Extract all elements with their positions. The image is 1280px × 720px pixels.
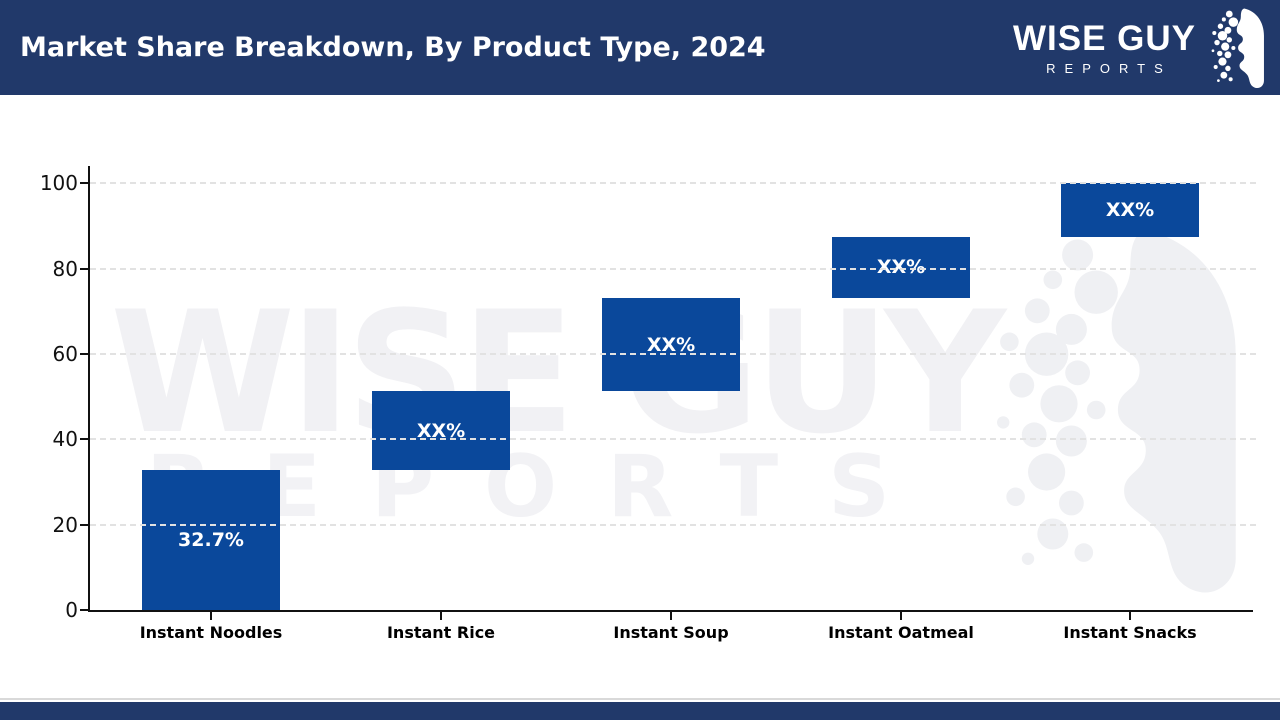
header-bar: Market Share Breakdown, By Product Type,… [0, 0, 1280, 95]
x-axis-tick [210, 612, 212, 620]
logo: WISE GUY REPORTS [1013, 7, 1280, 89]
x-category-label: Instant Noodles [139, 623, 283, 642]
gridline [90, 352, 1256, 355]
y-axis-tick [80, 523, 88, 526]
bar-value-label: XX% [1105, 198, 1155, 221]
x-axis-tick [900, 612, 902, 620]
bar-value-label: 32.7% [178, 529, 244, 552]
y-axis-tick [80, 352, 88, 355]
x-category-label: Instant Snacks [1063, 623, 1197, 642]
gridline [90, 182, 1256, 185]
x-category-label: Instant Soup [613, 623, 729, 642]
chart-area: WISE GUY REPORTS 0 20 40 60 80 100 32.7% Instan… [0, 95, 1280, 702]
bar: 32.7% [142, 470, 280, 610]
y-axis-tick [80, 609, 88, 611]
x-category-label: Instant Rice [386, 623, 496, 642]
y-tick-label: 60 [52, 341, 78, 366]
y-axis-tick [80, 438, 88, 441]
y-axis-line [88, 166, 90, 612]
bar: XX% [372, 391, 510, 471]
bar: XX% [832, 236, 970, 299]
chart-title: Market Share Breakdown, By Product Type,… [20, 32, 766, 63]
footer-separator [0, 698, 1280, 700]
x-axis-tick [440, 612, 442, 620]
logo-face-icon [1211, 8, 1264, 88]
y-tick-label: 80 [52, 256, 78, 281]
bar-value-label: XX% [416, 419, 466, 442]
gridline [90, 438, 1256, 441]
bar-value-label: XX% [646, 333, 696, 356]
bar: XX% [602, 298, 740, 392]
bar-value-label: XX% [876, 256, 926, 279]
x-axis-tick [670, 612, 672, 620]
footer-bar [0, 702, 1280, 720]
watermark-face-icon [997, 230, 1236, 593]
bar: XX% [1061, 183, 1199, 237]
y-axis-tick [80, 267, 88, 270]
y-tick-label: 0 [65, 598, 78, 622]
logo-subtext: REPORTS [1046, 60, 1172, 76]
y-tick-label: 20 [52, 512, 78, 537]
y-tick-label: 100 [39, 171, 78, 196]
x-axis-line [88, 610, 1253, 612]
y-axis-tick [80, 182, 88, 185]
x-axis-tick [1129, 612, 1131, 620]
y-tick-label: 40 [52, 427, 78, 452]
gridline [90, 267, 1256, 270]
logo-wordmark: WISE GUY [1012, 18, 1196, 58]
gridline [90, 523, 1256, 526]
logo-text: WISE GUY REPORTS [1013, 21, 1196, 75]
x-category-label: Instant Oatmeal [828, 623, 974, 642]
